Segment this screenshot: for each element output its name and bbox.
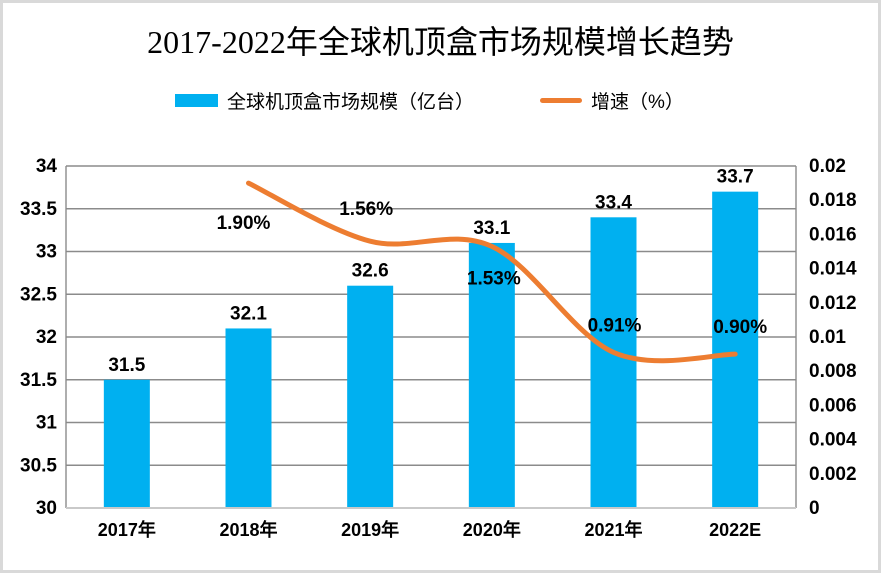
bar-2018年	[225, 328, 272, 508]
x-axis-category-label: 2021年	[584, 519, 642, 540]
x-axis-category-label: 2017年	[98, 519, 156, 540]
bar-value-label: 31.5	[108, 355, 145, 376]
line-series-label: 增速（%）	[591, 92, 684, 113]
right-axis-tick-label: 0.012	[809, 293, 857, 314]
right-axis-tick-label: 0.014	[809, 259, 857, 280]
growth-rate-label: 0.90%	[713, 317, 767, 338]
right-axis-tick-label: 0	[809, 498, 820, 519]
chart-title: 2017-2022年全球机顶盒市场规模增长趋势	[147, 24, 734, 60]
bar-value-label: 33.4	[595, 192, 632, 213]
left-axis-tick-label: 32.5	[20, 284, 57, 305]
left-axis-tick-label: 31.5	[20, 370, 57, 391]
x-axis-category-label: 2020年	[463, 519, 521, 540]
x-axis-category-label: 2019年	[341, 519, 399, 540]
right-axis-tick-label: 0.018	[809, 190, 857, 211]
growth-rate-label: 1.56%	[339, 199, 393, 220]
left-axis-tick-label: 33.5	[20, 199, 57, 220]
bar-2021年	[590, 217, 637, 509]
growth-rate-line	[246, 180, 738, 364]
bar-2020年	[468, 242, 515, 508]
chart-plot: 31.5 32.1 32.6 33.1 33.4 33.7 1.90% 1.56% 1.53% 0…	[20, 156, 857, 540]
left-axis-tick-label: 30	[36, 498, 57, 519]
bar-2017年	[103, 379, 150, 508]
right-axis-tick-label: 0.008	[809, 361, 857, 382]
bar-2022E	[712, 191, 759, 508]
bar-2019年	[347, 285, 394, 508]
right-axis-tick-label: 0.004	[809, 430, 857, 451]
growth-rate-label: 1.53%	[467, 268, 521, 289]
bar-value-label: 32.6	[352, 261, 389, 282]
legend-item-growth-rate: 增速（%）	[540, 87, 684, 114]
left-axis-tick-label: 32	[36, 327, 57, 348]
growth-rate-label: 0.91%	[588, 315, 642, 336]
left-axis-tick-label: 31	[36, 413, 58, 434]
growth-rate-label: 1.90%	[217, 213, 271, 234]
bar-value-label: 33.1	[473, 218, 510, 239]
legend: 全球机顶盒市场规模（亿台） 增速（%）	[175, 87, 684, 114]
legend-item-market-size: 全球机顶盒市场规模（亿台）	[175, 87, 474, 114]
line-series-swatch	[540, 98, 583, 103]
bar-value-label: 32.1	[230, 303, 267, 324]
left-axis-tick-label: 30.5	[20, 455, 57, 476]
right-axis-tick-label: 0.002	[809, 464, 857, 485]
left-axis-tick-label: 34	[36, 156, 58, 177]
bar-value-label: 33.7	[717, 167, 754, 188]
x-axis-category-label: 2022E	[709, 520, 761, 540]
x-axis-category-label: 2018年	[219, 519, 277, 540]
left-axis-tick-label: 33	[36, 242, 57, 263]
bar-series-swatch	[175, 94, 218, 107]
bar-series-label: 全球机顶盒市场规模（亿台）	[227, 92, 475, 113]
right-axis-tick-label: 0.02	[809, 156, 846, 177]
right-axis-tick-label: 0.006	[809, 395, 857, 416]
right-axis-tick-label: 0.016	[809, 224, 857, 245]
right-axis-tick-label: 0.01	[809, 327, 846, 348]
